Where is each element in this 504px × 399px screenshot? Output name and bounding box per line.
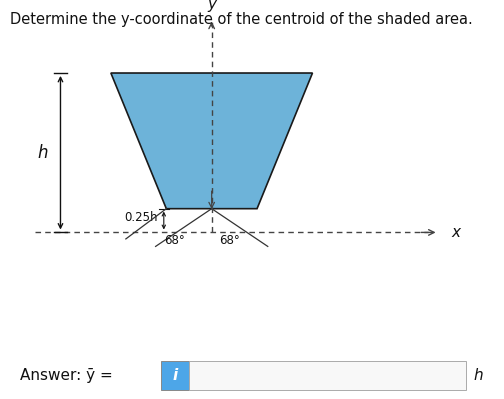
Text: 0.25h: 0.25h xyxy=(124,211,158,224)
Text: y: y xyxy=(207,0,216,12)
Text: x: x xyxy=(451,225,460,240)
Text: h: h xyxy=(38,144,48,162)
Text: 68°: 68° xyxy=(164,234,184,247)
Text: Determine the y-coordinate of the centroid of the shaded area.: Determine the y-coordinate of the centro… xyxy=(10,12,473,27)
Text: i: i xyxy=(172,368,178,383)
Text: 68°: 68° xyxy=(219,234,240,247)
Bar xyxy=(161,361,189,390)
Text: Answer: ȳ =: Answer: ȳ = xyxy=(20,368,113,383)
Polygon shape xyxy=(111,73,312,209)
Bar xyxy=(189,361,466,390)
Text: h: h xyxy=(474,368,483,383)
